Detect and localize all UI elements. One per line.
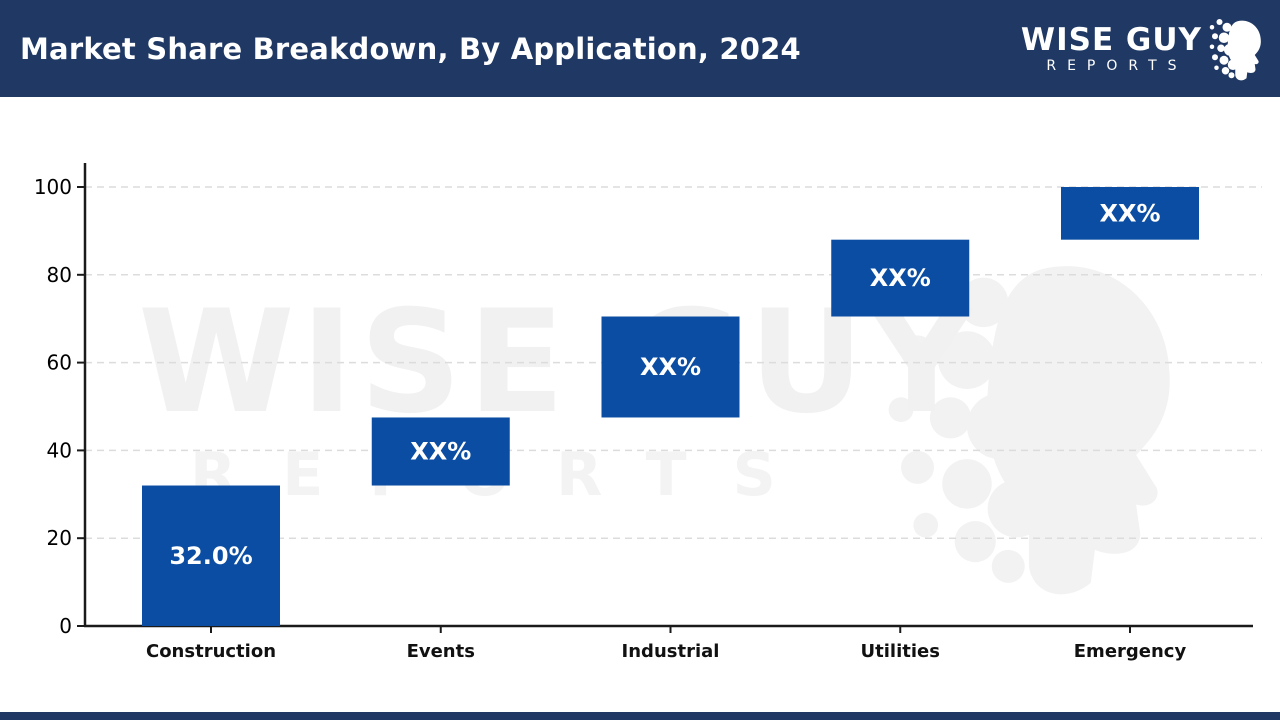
bar-construction [142, 485, 280, 626]
y-tick-label: 0 [59, 614, 72, 638]
footer-bar [0, 712, 1280, 720]
x-tick-label: Industrial [622, 641, 720, 662]
x-tick-label: Construction [146, 641, 276, 662]
bar-value-label: XX% [1099, 199, 1160, 227]
logo-wordmark-line2: REPORTS [1046, 57, 1188, 74]
axes: 0 20 40 60 80 100 Construction Events Industrial… [34, 163, 1253, 662]
bars: 32.0% XX% XX% XX% XX% [142, 187, 1199, 626]
bar-value-label: XX% [640, 353, 701, 381]
x-tick-label: Utilities [861, 641, 940, 662]
bar-value-label: XX% [410, 437, 471, 465]
y-tick-label: 40 [47, 438, 72, 462]
logo-face-icon [1206, 12, 1266, 86]
bar-industrial [601, 316, 740, 418]
bar-emergency [1061, 187, 1199, 240]
y-tick-label: 80 [47, 263, 72, 287]
bar-value-label: 32.0% [169, 542, 252, 570]
x-tick-label: Events [407, 641, 475, 662]
y-tick-label: 100 [34, 175, 72, 199]
logo-wordmark-line1: WISE GUY [1020, 21, 1202, 58]
header: Market Share Breakdown, By Application, … [0, 0, 1280, 97]
y-tick-label: 20 [47, 526, 72, 550]
page-title: Market Share Breakdown, By Application, … [20, 31, 801, 66]
wise-guy-logo: WISE GUY REPORTS [1021, 12, 1266, 86]
y-tick-label: 60 [47, 351, 72, 375]
bar-events [371, 417, 510, 486]
bar-value-label: XX% [870, 264, 931, 292]
logo-wordmark: WISE GUY REPORTS [1020, 21, 1202, 74]
x-tick-label: Emergency [1074, 641, 1187, 662]
